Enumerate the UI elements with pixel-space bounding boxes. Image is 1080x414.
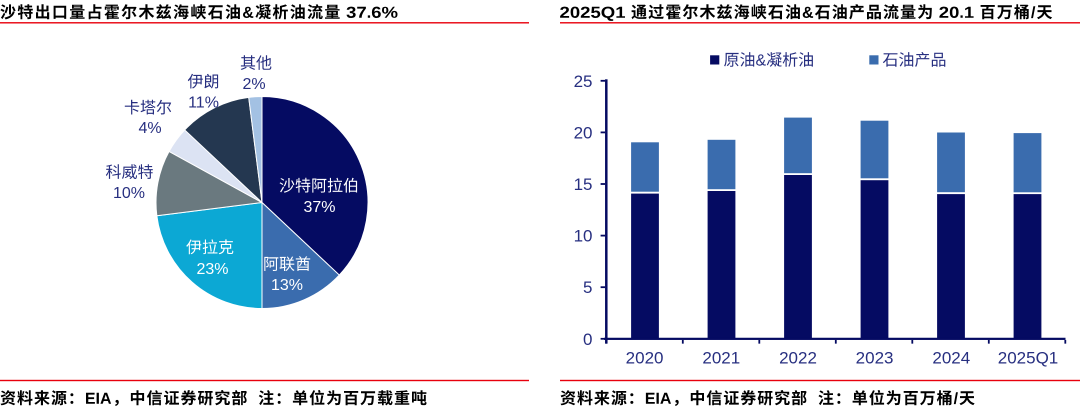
svg-text:25: 25 (574, 72, 593, 91)
svg-text:2020: 2020 (626, 349, 664, 368)
svg-text:23%: 23% (196, 261, 228, 278)
svg-text:0: 0 (583, 330, 592, 349)
svg-text:2021: 2021 (702, 349, 740, 368)
svg-text:10%: 10% (113, 185, 145, 202)
svg-text:2025Q1: 2025Q1 (998, 349, 1059, 368)
svg-text:2022: 2022 (779, 349, 817, 368)
svg-text:15: 15 (574, 175, 593, 194)
svg-text:13%: 13% (271, 277, 303, 294)
svg-text:4%: 4% (138, 120, 161, 137)
svg-text:10: 10 (574, 227, 593, 246)
svg-text:2024: 2024 (932, 349, 970, 368)
svg-text:5: 5 (583, 278, 592, 297)
svg-text:2023: 2023 (856, 349, 894, 368)
svg-text:37%: 37% (303, 199, 335, 216)
svg-text:11%: 11% (188, 94, 219, 111)
svg-text:20: 20 (574, 124, 593, 143)
svg-text:2%: 2% (242, 76, 265, 93)
